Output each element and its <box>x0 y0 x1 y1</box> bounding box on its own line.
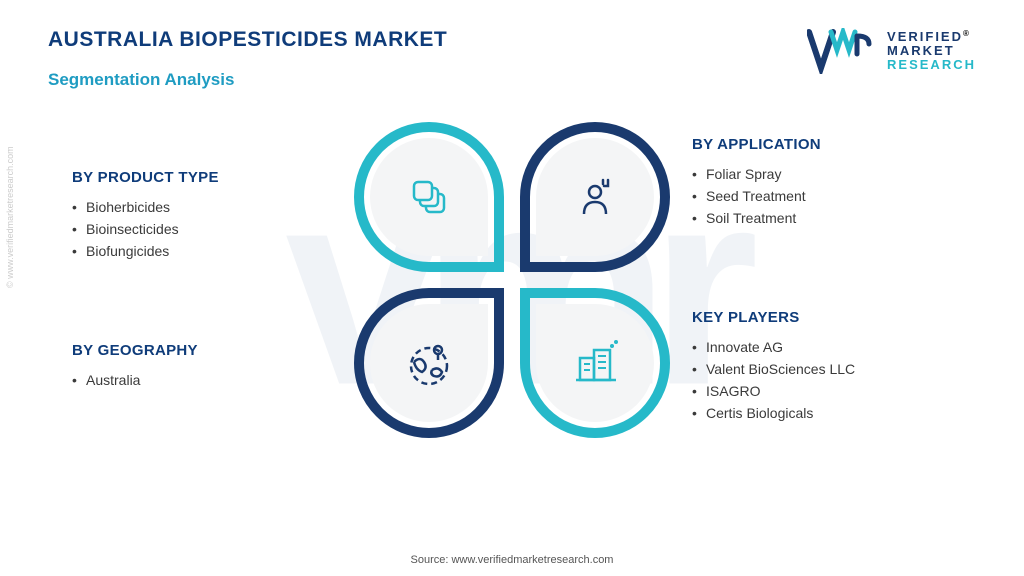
logo-trademark: ® <box>963 29 971 38</box>
petal-top-right <box>520 122 670 272</box>
list-item: Biofungicides <box>72 240 332 262</box>
list-item: Australia <box>72 369 332 391</box>
logo-line2: MARKET <box>887 43 955 58</box>
segment-application: BY APPLICATION Foliar Spray Seed Treatme… <box>692 136 952 229</box>
segment-list: Foliar Spray Seed Treatment Soil Treatme… <box>692 163 952 229</box>
boxes-icon <box>404 172 454 222</box>
logo-mark-icon <box>807 28 877 74</box>
source-caption: Source: www.verifiedmarketresearch.com <box>411 554 614 566</box>
content-area: BY PRODUCT TYPE Bioherbicides Bioinsecti… <box>48 120 976 440</box>
petal-inner <box>370 304 488 422</box>
header: AUSTRALIA BIOPESTICIDES MARKET Segmentat… <box>48 28 976 90</box>
title-block: AUSTRALIA BIOPESTICIDES MARKET Segmentat… <box>48 28 447 90</box>
segment-geography: BY GEOGRAPHY Australia <box>72 342 332 391</box>
right-column: BY APPLICATION Foliar Spray Seed Treatme… <box>672 136 952 424</box>
list-item: Valent BioSciences LLC <box>692 358 952 380</box>
segment-list: Bioherbicides Bioinsecticides Biofungici… <box>72 196 332 262</box>
center-petal-graphic <box>352 120 672 440</box>
logo-line1: VERIFIED <box>887 29 963 44</box>
list-item: Soil Treatment <box>692 207 952 229</box>
segment-list: Innovate AG Valent BioSciences LLC ISAGR… <box>692 336 952 424</box>
page-title: AUSTRALIA BIOPESTICIDES MARKET <box>48 28 447 52</box>
list-item: Innovate AG <box>692 336 952 358</box>
logo: VERIFIED® MARKET RESEARCH <box>807 28 976 74</box>
list-item: Certis Biologicals <box>692 402 952 424</box>
petal-bottom-right <box>520 288 670 438</box>
list-item: Foliar Spray <box>692 163 952 185</box>
main-container: AUSTRALIA BIOPESTICIDES MARKET Segmentat… <box>0 0 1024 576</box>
segment-list: Australia <box>72 369 332 391</box>
left-column: BY PRODUCT TYPE Bioherbicides Bioinsecti… <box>72 169 352 391</box>
segment-key-players: KEY PLAYERS Innovate AG Valent BioScienc… <box>692 309 952 424</box>
list-item: Seed Treatment <box>692 185 952 207</box>
page-subtitle: Segmentation Analysis <box>48 70 447 90</box>
list-item: Bioherbicides <box>72 196 332 218</box>
logo-text: VERIFIED® MARKET RESEARCH <box>887 30 976 73</box>
list-item: ISAGRO <box>692 380 952 402</box>
segment-title: KEY PLAYERS <box>692 309 952 326</box>
segment-product-type: BY PRODUCT TYPE Bioherbicides Bioinsecti… <box>72 169 332 262</box>
petal-bottom-left <box>354 288 504 438</box>
petal-inner <box>370 138 488 256</box>
person-icon <box>570 172 620 222</box>
building-icon <box>568 336 622 390</box>
petal-inner <box>536 304 654 422</box>
segment-title: BY PRODUCT TYPE <box>72 169 332 186</box>
segment-title: BY GEOGRAPHY <box>72 342 332 359</box>
petal-top-left <box>354 122 504 272</box>
logo-line3: RESEARCH <box>887 57 976 72</box>
list-item: Bioinsecticides <box>72 218 332 240</box>
segment-title: BY APPLICATION <box>692 136 952 153</box>
globe-icon <box>402 336 456 390</box>
petal-inner <box>536 138 654 256</box>
